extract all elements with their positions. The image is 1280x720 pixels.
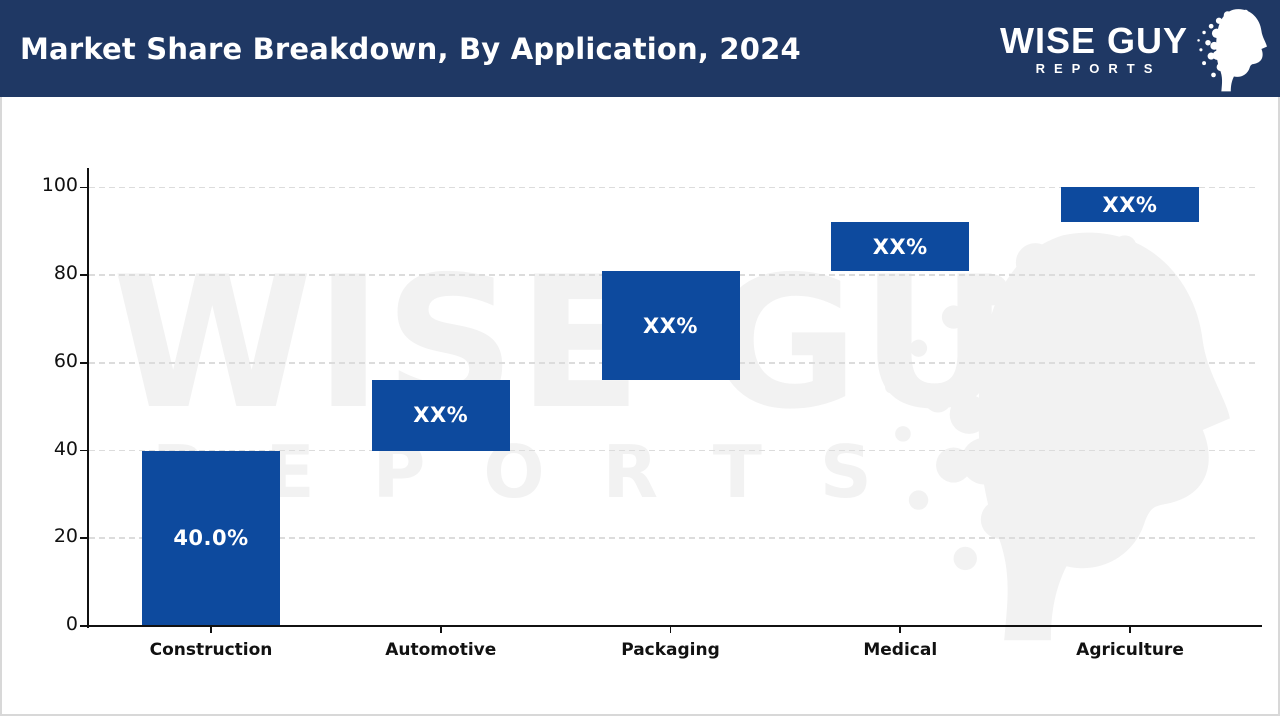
y-tick-mark	[80, 449, 88, 452]
bar-value-label-construction: 40.0%	[173, 526, 249, 551]
x-category-label-packaging: Packaging	[621, 640, 720, 660]
y-gridline	[89, 449, 1258, 452]
y-tick-label: 60	[53, 349, 78, 372]
y-tick-label: 40	[53, 437, 78, 460]
x-category-label-agriculture: Agriculture	[1076, 640, 1184, 660]
x-tick-mark	[1129, 626, 1131, 633]
x-axis-line	[85, 625, 1262, 627]
x-category-label-construction: Construction	[149, 640, 273, 660]
y-tick-mark	[80, 186, 88, 189]
logo-text: WISE GUY REPORTS	[999, 20, 1188, 76]
y-gridline	[89, 186, 1258, 189]
bar-value-label-packaging: XX%	[643, 313, 698, 338]
page-title: Market Share Breakdown, By Application, …	[20, 31, 801, 66]
bar-value-label-automotive: XX%	[413, 403, 469, 428]
logo-reports-text: REPORTS	[1035, 61, 1162, 76]
bar-agriculture: XX%	[1061, 187, 1199, 223]
bar-value-label-agriculture: XX%	[1102, 192, 1158, 217]
y-axis-line	[87, 168, 90, 628]
bar-automotive: XX%	[371, 380, 510, 451]
y-tick-label: 0	[65, 613, 78, 635]
x-tick-mark	[669, 626, 672, 633]
x-tick-mark	[439, 626, 442, 633]
x-tick-mark	[210, 626, 212, 633]
y-gridline	[89, 537, 1258, 540]
x-category-label-automotive: Automotive	[385, 640, 497, 660]
logo-head-icon	[1197, 9, 1267, 92]
header-bar: Market Share Breakdown, By Application, …	[0, 0, 1280, 97]
bar-construction: 40.0%	[142, 450, 280, 626]
y-tick-mark	[80, 625, 88, 627]
bar-medical: XX%	[831, 222, 970, 271]
y-tick-mark	[80, 361, 88, 364]
y-tick-label: 80	[53, 262, 78, 285]
x-tick-mark	[899, 626, 902, 633]
logo: WISE GUY REPORTS	[1000, 5, 1270, 93]
bar-packaging: XX%	[601, 270, 740, 381]
y-tick-label: 20	[53, 525, 78, 548]
bar-value-label-medical: XX%	[872, 234, 928, 259]
x-category-label-medical: Medical	[863, 640, 938, 660]
y-tick-mark	[80, 537, 88, 540]
logo-wise-guy-text: WISE GUY	[999, 20, 1188, 61]
y-tick-label: 100	[41, 174, 78, 197]
y-tick-mark	[80, 274, 88, 277]
